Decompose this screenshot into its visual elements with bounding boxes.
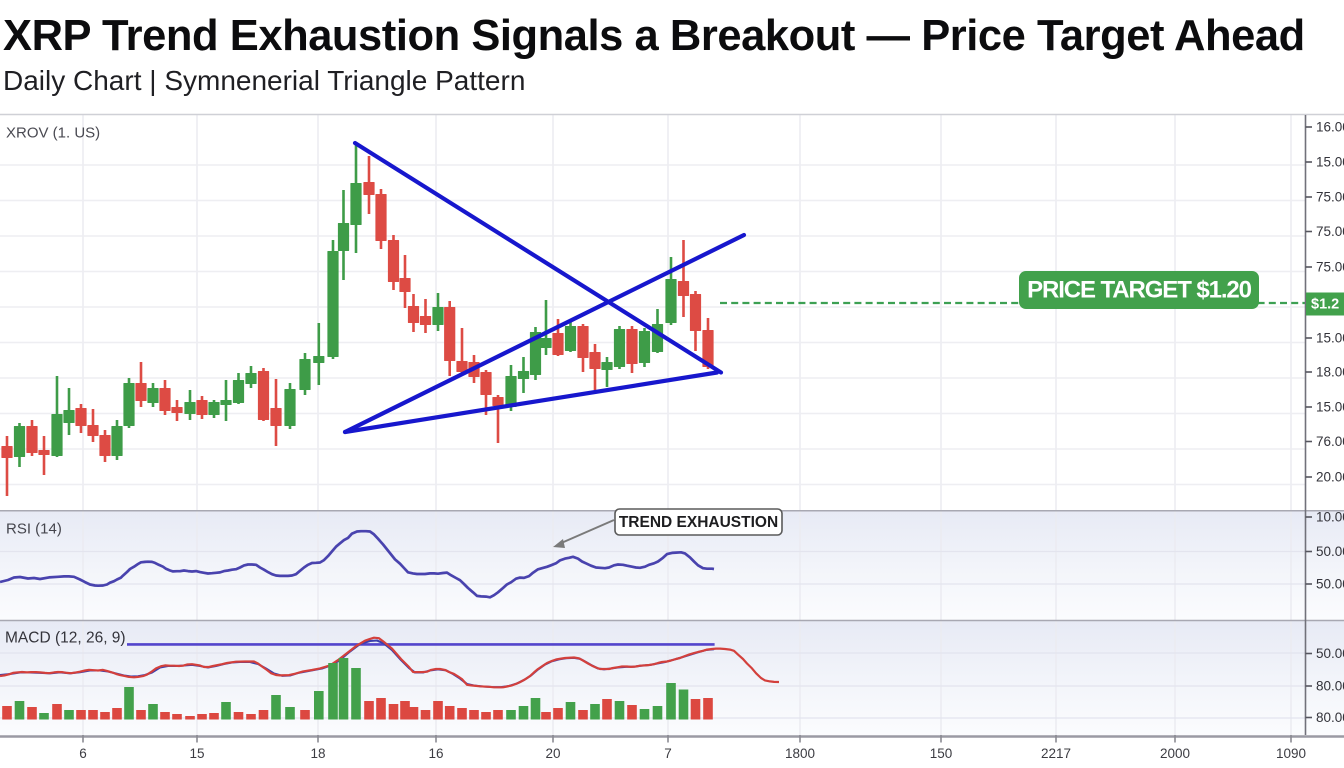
svg-text:20: 20 — [545, 746, 560, 761]
svg-text:18: 18 — [310, 746, 325, 761]
svg-text:MACD (12, 26, 9): MACD (12, 26, 9) — [5, 630, 126, 647]
svg-text:1090: 1090 — [1276, 746, 1306, 761]
svg-text:80.00: 80.00 — [1316, 710, 1344, 725]
svg-text:$1.2: $1.2 — [1311, 297, 1339, 313]
svg-text:PRICE TARGET $1.20: PRICE TARGET $1.20 — [1027, 277, 1252, 304]
svg-text:80.00: 80.00 — [1316, 679, 1344, 694]
svg-text:20.00: 20.00 — [1316, 470, 1344, 485]
svg-text:RSI (14): RSI (14) — [6, 521, 62, 538]
svg-text:16: 16 — [428, 746, 443, 761]
svg-text:10.00: 10.00 — [1316, 510, 1344, 525]
svg-text:150: 150 — [930, 746, 953, 761]
svg-text:6: 6 — [79, 746, 87, 761]
svg-text:15.00: 15.00 — [1316, 331, 1344, 346]
svg-text:15.00: 15.00 — [1316, 400, 1344, 415]
svg-text:50.00: 50.00 — [1316, 577, 1344, 592]
svg-text:75.00: 75.00 — [1316, 260, 1344, 275]
svg-text:XROV (1. US): XROV (1. US) — [6, 125, 100, 142]
svg-text:18.00: 18.00 — [1316, 365, 1344, 380]
svg-text:75.00: 75.00 — [1316, 190, 1344, 205]
svg-text:2000: 2000 — [1160, 746, 1190, 761]
svg-text:TREND EXHAUSTION: TREND EXHAUSTION — [619, 514, 778, 531]
svg-text:7: 7 — [664, 746, 672, 761]
svg-text:1800: 1800 — [785, 746, 815, 761]
svg-text:16.00: 16.00 — [1316, 120, 1344, 135]
svg-text:2217: 2217 — [1041, 746, 1071, 761]
svg-text:50.00: 50.00 — [1316, 646, 1344, 661]
svg-text:15.00: 15.00 — [1316, 155, 1344, 170]
svg-text:76.00: 76.00 — [1316, 434, 1344, 449]
svg-text:15: 15 — [189, 746, 204, 761]
svg-text:75.00: 75.00 — [1316, 224, 1344, 239]
svg-text:50.00: 50.00 — [1316, 544, 1344, 559]
